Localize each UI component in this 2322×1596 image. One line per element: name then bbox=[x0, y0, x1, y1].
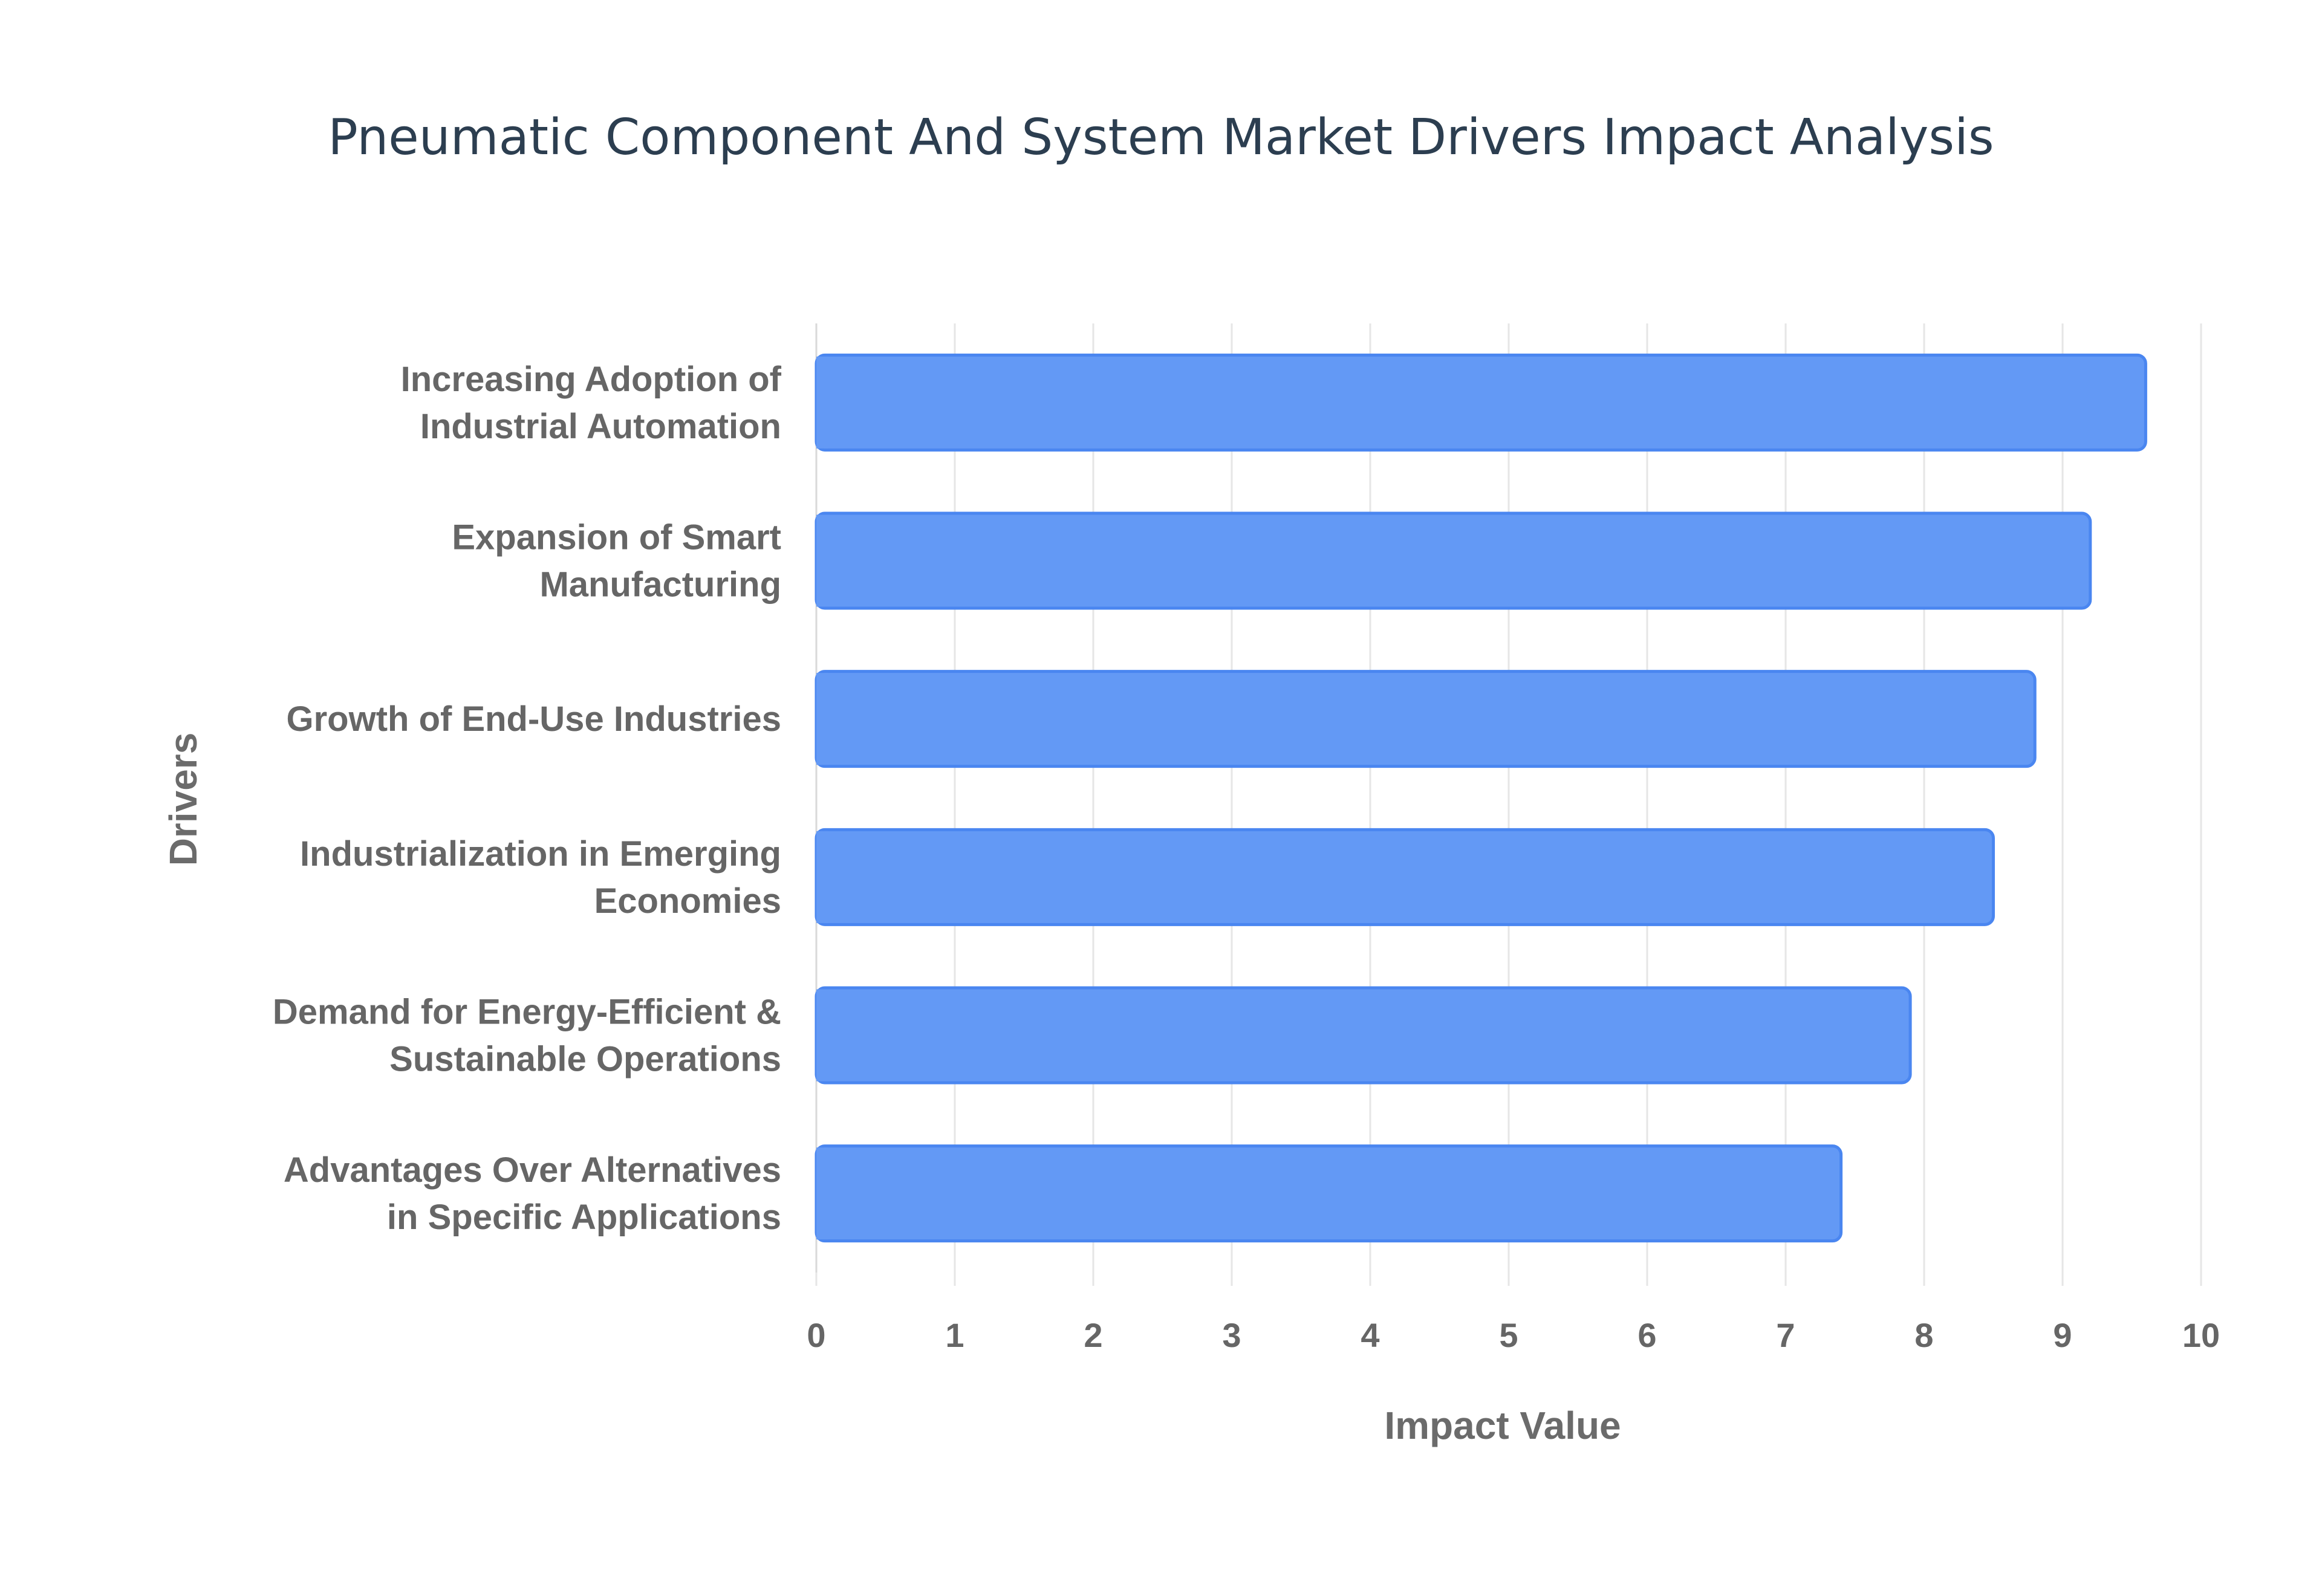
bar-base bbox=[816, 989, 828, 1082]
x-tick-label: 8 bbox=[1914, 1316, 1933, 1354]
x-tick-labels: 0 1 2 3 4 5 6 7 8 9 10 bbox=[807, 1316, 2220, 1354]
bars bbox=[815, 353, 2147, 1243]
category-label: Industrial Automation bbox=[420, 407, 781, 446]
bar-base bbox=[816, 673, 828, 765]
category-labels: Increasing Adoption of Industrial Automat… bbox=[273, 360, 782, 1237]
x-tick-label: 7 bbox=[1776, 1316, 1795, 1354]
y-axis-title: Drivers bbox=[161, 733, 205, 866]
bar bbox=[815, 828, 1995, 926]
bar bbox=[815, 670, 2037, 768]
x-tick-label: 3 bbox=[1222, 1316, 1241, 1354]
category-label: Sustainable Operations bbox=[389, 1040, 781, 1079]
category-label: Manufacturing bbox=[539, 565, 781, 605]
category-label: Industrialization in Emerging bbox=[300, 834, 781, 874]
bar-base bbox=[816, 831, 828, 923]
x-tick-label: 6 bbox=[1637, 1316, 1656, 1354]
bar bbox=[815, 511, 2092, 610]
category-label: Economies bbox=[594, 881, 781, 921]
bar bbox=[815, 353, 2147, 452]
category-label: in Specific Applications bbox=[387, 1198, 781, 1237]
x-tick-label: 4 bbox=[1361, 1316, 1379, 1354]
x-tick-label: 9 bbox=[2053, 1316, 2072, 1354]
x-tick-label: 0 bbox=[807, 1316, 825, 1354]
x-tick-label: 1 bbox=[945, 1316, 964, 1354]
x-tick-label: 10 bbox=[2182, 1316, 2220, 1354]
chart-title: Pneumatic Component And System Market Dr… bbox=[328, 109, 1994, 166]
bar-base bbox=[816, 514, 828, 607]
grid-lines bbox=[815, 323, 2202, 1286]
x-tick-label: 5 bbox=[1499, 1316, 1518, 1354]
category-label: Advantages Over Alternatives bbox=[284, 1150, 781, 1190]
bar bbox=[815, 986, 1912, 1085]
category-label: Expansion of Smart bbox=[452, 518, 781, 557]
x-tick-label: 2 bbox=[1084, 1316, 1102, 1354]
category-label: Growth of End-Use Industries bbox=[287, 699, 782, 739]
category-label: Increasing Adoption of bbox=[401, 360, 782, 399]
bar bbox=[815, 1144, 1843, 1243]
category-label: Demand for Energy-Efficient & bbox=[273, 993, 781, 1032]
bar-base bbox=[816, 1147, 828, 1240]
x-axis-title: Impact Value bbox=[1384, 1404, 1621, 1447]
bar-base bbox=[816, 356, 828, 449]
